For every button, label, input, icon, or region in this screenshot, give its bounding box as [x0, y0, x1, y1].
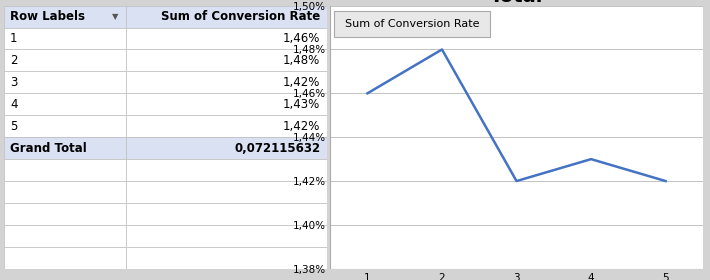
FancyBboxPatch shape [126, 27, 327, 50]
FancyBboxPatch shape [4, 115, 126, 137]
FancyBboxPatch shape [126, 181, 327, 203]
Text: 1: 1 [10, 32, 18, 45]
Text: 4: 4 [10, 98, 18, 111]
Text: 1,48%: 1,48% [283, 54, 320, 67]
FancyBboxPatch shape [126, 115, 327, 137]
FancyBboxPatch shape [4, 247, 126, 269]
FancyBboxPatch shape [126, 225, 327, 247]
FancyBboxPatch shape [4, 71, 126, 93]
FancyBboxPatch shape [4, 6, 126, 27]
FancyBboxPatch shape [126, 137, 327, 159]
FancyBboxPatch shape [126, 6, 327, 27]
Text: 1,42%: 1,42% [283, 76, 320, 89]
FancyBboxPatch shape [4, 93, 126, 115]
Title: Total: Total [490, 0, 543, 6]
FancyBboxPatch shape [126, 159, 327, 181]
Text: 1,43%: 1,43% [283, 98, 320, 111]
Text: 1,46%: 1,46% [283, 32, 320, 45]
Text: ▼: ▼ [111, 12, 119, 21]
FancyBboxPatch shape [4, 27, 126, 50]
Text: 1,42%: 1,42% [283, 120, 320, 133]
FancyBboxPatch shape [4, 181, 126, 203]
FancyBboxPatch shape [126, 93, 327, 115]
FancyBboxPatch shape [126, 203, 327, 225]
Text: Sum of Conversion Rate: Sum of Conversion Rate [161, 10, 320, 23]
Text: 5: 5 [10, 120, 17, 133]
Text: Grand Total: Grand Total [10, 142, 87, 155]
FancyBboxPatch shape [4, 137, 126, 159]
FancyBboxPatch shape [4, 225, 126, 247]
FancyBboxPatch shape [4, 50, 126, 71]
Text: Sum of Conversion Rate: Sum of Conversion Rate [345, 19, 479, 29]
FancyBboxPatch shape [126, 247, 327, 269]
FancyBboxPatch shape [4, 159, 126, 181]
FancyBboxPatch shape [126, 50, 327, 71]
Text: Row Labels: Row Labels [10, 10, 85, 23]
Text: 0,072115632: 0,072115632 [234, 142, 320, 155]
FancyBboxPatch shape [126, 71, 327, 93]
FancyBboxPatch shape [334, 11, 491, 37]
FancyBboxPatch shape [4, 203, 126, 225]
Text: 3: 3 [10, 76, 17, 89]
Text: 2: 2 [10, 54, 18, 67]
